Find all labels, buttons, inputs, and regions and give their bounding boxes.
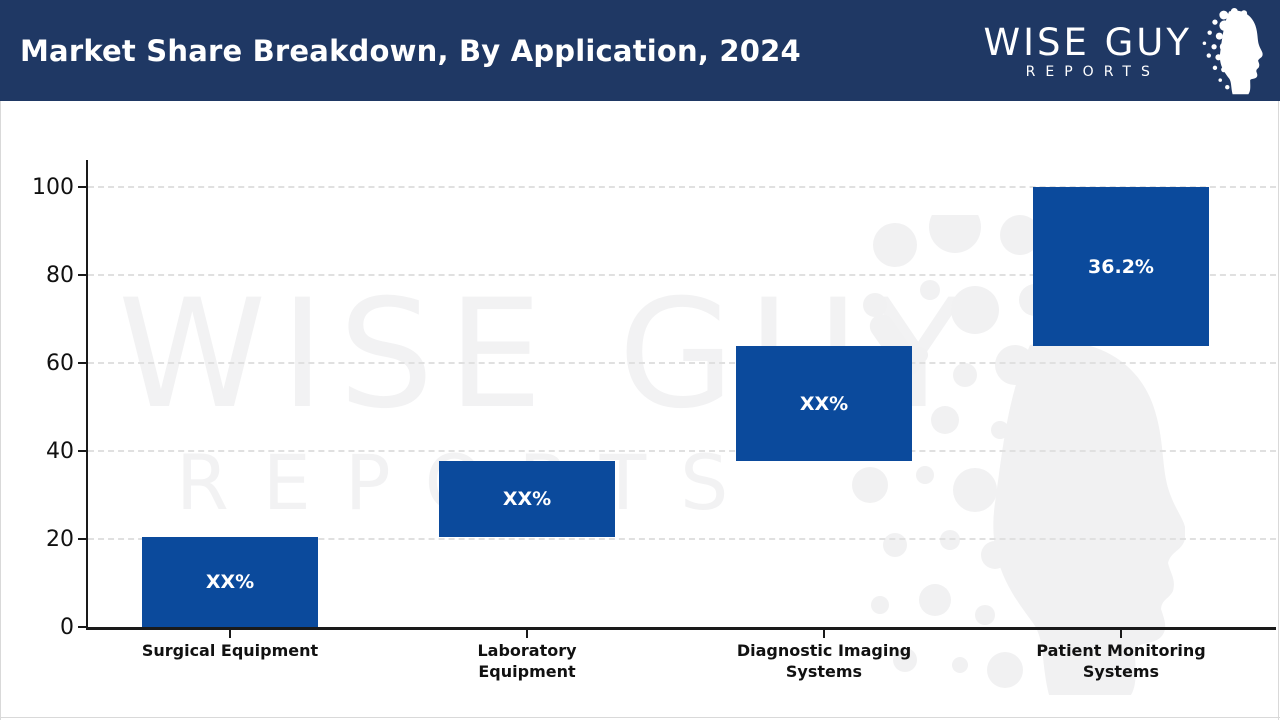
page-title: Market Share Breakdown, By Application, … bbox=[20, 33, 801, 68]
bar bbox=[142, 536, 318, 627]
bar-value-label: XX% bbox=[205, 570, 255, 593]
x-tick-mark bbox=[229, 630, 231, 638]
y-tick-label: 100 bbox=[32, 175, 74, 200]
brand-logo-text: WISE GUY REPORTS bbox=[983, 21, 1192, 80]
y-gridline bbox=[88, 538, 1276, 540]
x-category-label: Laboratory Equipment bbox=[477, 641, 576, 683]
y-tick-label: 20 bbox=[46, 527, 74, 552]
y-gridline bbox=[88, 450, 1276, 452]
x-category-label-line: Patient Monitoring bbox=[1036, 641, 1206, 660]
x-category-label-line: Systems bbox=[1082, 661, 1160, 681]
page-border-left bbox=[0, 101, 1, 720]
page-border-bottom bbox=[0, 717, 1280, 718]
x-category-label: Patient Monitoring Systems bbox=[1036, 641, 1205, 683]
y-tick-mark bbox=[78, 362, 86, 364]
x-category-label-line: Systems bbox=[785, 661, 863, 681]
y-gridline bbox=[88, 362, 1276, 364]
x-tick-mark bbox=[1120, 630, 1122, 638]
brand-name: WISE GUY bbox=[983, 21, 1192, 65]
y-gridline bbox=[88, 186, 1276, 188]
bar bbox=[736, 346, 912, 462]
x-category-label: Surgical Equipment bbox=[142, 641, 318, 662]
x-axis-line bbox=[86, 627, 1276, 630]
x-category-label-line: Surgical Equipment bbox=[141, 641, 319, 660]
dotted-head-profile-icon bbox=[1202, 8, 1263, 95]
y-tick-mark bbox=[78, 538, 86, 540]
y-tick-label: 40 bbox=[46, 439, 74, 464]
x-category-label: Diagnostic Imaging Systems bbox=[737, 641, 911, 683]
y-tick-mark bbox=[78, 186, 86, 188]
y-tick-label: 0 bbox=[60, 615, 74, 640]
brand-subname: REPORTS bbox=[1025, 63, 1160, 80]
y-tick-mark bbox=[78, 626, 86, 628]
x-category-label-line: Equipment bbox=[478, 661, 576, 681]
bar-value-label: XX% bbox=[799, 392, 849, 415]
y-tick-mark bbox=[78, 274, 86, 276]
x-category-label-line: Diagnostic Imaging bbox=[736, 641, 912, 660]
bar bbox=[1033, 187, 1209, 347]
y-tick-mark bbox=[78, 450, 86, 452]
x-category-label-line: Laboratory bbox=[477, 641, 577, 660]
header-bar: Market Share Breakdown, By Application, … bbox=[0, 0, 1280, 101]
y-tick-label: 80 bbox=[46, 263, 74, 288]
x-tick-mark bbox=[823, 630, 825, 638]
page-border-right bbox=[1278, 101, 1279, 720]
y-gridline bbox=[88, 274, 1276, 276]
x-tick-mark bbox=[526, 630, 528, 638]
bar-value-label: 36.2% bbox=[1088, 255, 1154, 278]
y-axis-line bbox=[86, 160, 88, 629]
bar bbox=[439, 461, 615, 537]
bar-value-label: XX% bbox=[502, 487, 552, 510]
y-tick-label: 60 bbox=[46, 351, 74, 376]
brand-logo: WISE GUY REPORTS bbox=[984, 6, 1266, 98]
